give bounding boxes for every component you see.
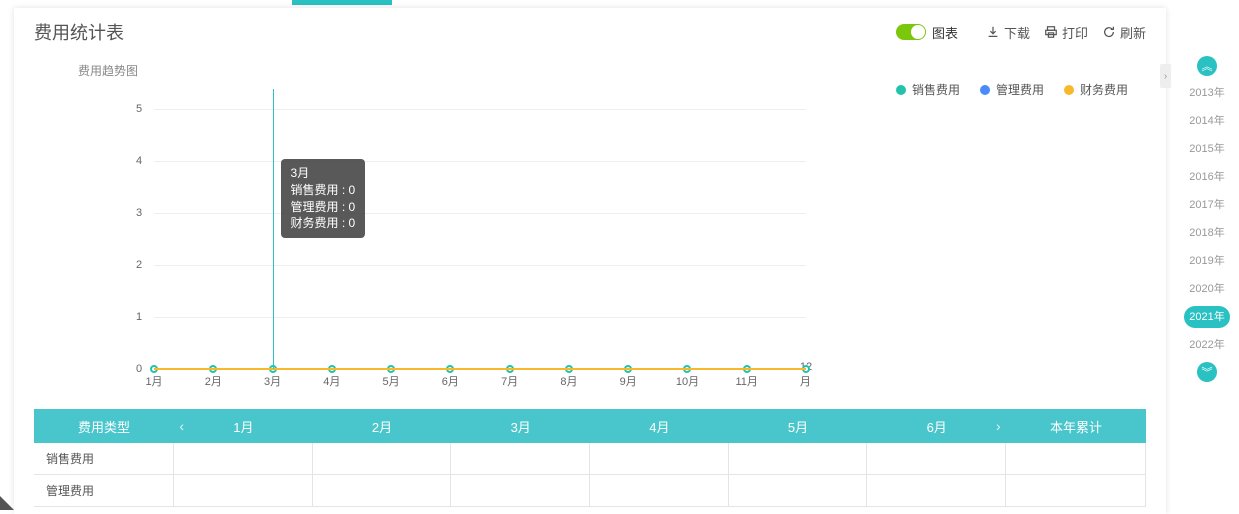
- download-icon: [986, 25, 1000, 39]
- refresh-icon: [1102, 25, 1116, 39]
- table-cell: [174, 475, 313, 506]
- table-cell: [729, 443, 868, 474]
- chart-title: 费用趋势图: [14, 56, 1166, 79]
- legend-dot-icon: [980, 85, 990, 95]
- gridline: [154, 265, 806, 266]
- table-col-total: 本年累计›: [1006, 417, 1146, 436]
- gridline: [154, 213, 806, 214]
- legend-label: 管理费用: [996, 81, 1044, 98]
- year-scroll-down-button[interactable]: ︾: [1197, 362, 1217, 382]
- page-title: 费用统计表: [34, 19, 124, 45]
- y-axis-label: 3: [136, 207, 142, 219]
- table-cell: [867, 475, 1006, 506]
- row-total: [1006, 475, 1146, 506]
- gridline: [154, 317, 806, 318]
- year-scroll-up-button[interactable]: ︽: [1197, 56, 1217, 76]
- year-button[interactable]: 2016年: [1184, 166, 1230, 188]
- y-axis-label: 4: [136, 155, 142, 167]
- table-header-row: 费用类型‹1月2月3月4月5月6月本年累计›: [34, 409, 1146, 443]
- panel-header: 费用统计表 图表 下载 打印 刷新: [14, 8, 1166, 56]
- chart-tooltip: 3月销售费用 : 0管理费用 : 0财务费用 : 0: [281, 159, 366, 238]
- year-button[interactable]: 2021年: [1184, 306, 1230, 328]
- chart-toggle-wrap: 图表: [896, 23, 958, 42]
- print-button[interactable]: 打印: [1044, 23, 1088, 42]
- table-body: 销售费用管理费用: [34, 443, 1146, 507]
- table-col-month: 6月: [867, 417, 1006, 436]
- table-cell: [590, 443, 729, 474]
- sidebar-collapse-button[interactable]: ›: [1160, 64, 1171, 88]
- x-axis-label: 10月: [676, 373, 699, 389]
- download-label: 下载: [1004, 23, 1030, 42]
- row-total: [1006, 443, 1146, 474]
- x-axis-label: 5月: [383, 373, 400, 389]
- legend-label: 销售费用: [912, 81, 960, 98]
- gridline: [154, 161, 806, 162]
- table-col-month: 5月: [729, 417, 868, 436]
- table-next-button[interactable]: ›: [996, 418, 1001, 434]
- chart-cursor-line: [273, 89, 274, 369]
- x-axis-label: 8月: [560, 373, 577, 389]
- chart-toggle[interactable]: [896, 24, 926, 40]
- download-button[interactable]: 下载: [986, 23, 1030, 42]
- x-axis-label: 1月: [145, 373, 162, 389]
- table-cell: [313, 443, 452, 474]
- y-axis-label: 1: [136, 311, 142, 323]
- y-axis-label: 0: [136, 363, 142, 375]
- legend-item[interactable]: 管理费用: [980, 81, 1044, 98]
- year-button[interactable]: 2014年: [1184, 110, 1230, 132]
- table-col-month: 3月: [451, 417, 590, 436]
- table-row: 销售费用: [34, 443, 1146, 475]
- table-col-month: 2月: [313, 417, 452, 436]
- chart-area: 销售费用管理费用财务费用 0123451月2月3月4月5月6月7月8月9月10月…: [34, 79, 1146, 409]
- x-axis-label: 6月: [442, 373, 459, 389]
- x-axis-label: 4月: [323, 373, 340, 389]
- refresh-button[interactable]: 刷新: [1102, 23, 1146, 42]
- refresh-label: 刷新: [1120, 23, 1146, 42]
- legend-item[interactable]: 财务费用: [1064, 81, 1128, 98]
- print-icon: [1044, 25, 1058, 39]
- table-cell: [174, 443, 313, 474]
- table-cell: [729, 475, 868, 506]
- chart-plot[interactable]: 0123451月2月3月4月5月6月7月8月9月10月11月12月3月销售费用 …: [154, 109, 806, 369]
- year-button[interactable]: 2015年: [1184, 138, 1230, 160]
- legend-dot-icon: [896, 85, 906, 95]
- table-col-type: 费用类型‹: [34, 417, 174, 436]
- y-axis-label: 5: [136, 103, 142, 115]
- table-cell: [451, 475, 590, 506]
- legend-dot-icon: [1064, 85, 1074, 95]
- series-line: [154, 368, 806, 370]
- year-sidebar: ︽ 2013年 2014年 2015年 2016年 2017年 2018年 2019年 2020…: [1179, 56, 1235, 382]
- x-axis-label: 7月: [501, 373, 518, 389]
- year-button[interactable]: 2017年: [1184, 194, 1230, 216]
- table-cell: [313, 475, 452, 506]
- x-axis-label: 2月: [205, 373, 222, 389]
- row-label: 管理费用: [34, 475, 174, 506]
- row-label: 销售费用: [34, 443, 174, 474]
- x-axis-label: 9月: [620, 373, 637, 389]
- table-cell: [867, 443, 1006, 474]
- year-button[interactable]: 2020年: [1184, 278, 1230, 300]
- year-button[interactable]: 2013年: [1184, 82, 1230, 104]
- table-col-month: 4月: [590, 417, 729, 436]
- corner-resize-icon: [0, 496, 14, 510]
- gridline: [154, 109, 806, 110]
- year-button[interactable]: 2019年: [1184, 250, 1230, 272]
- main-panel: 费用统计表 图表 下载 打印 刷新 费用趋势图 销售费用管理费用财务费用 012…: [14, 8, 1166, 514]
- table-cell: [590, 475, 729, 506]
- chart-toggle-label: 图表: [932, 23, 958, 42]
- year-button[interactable]: 2018年: [1184, 222, 1230, 244]
- print-label: 打印: [1062, 23, 1088, 42]
- table-cell: [451, 443, 590, 474]
- x-axis-label: 3月: [264, 373, 281, 389]
- legend-label: 财务费用: [1080, 81, 1128, 98]
- table: 费用类型‹1月2月3月4月5月6月本年累计› 销售费用管理费用: [34, 409, 1146, 507]
- x-axis-label: 11月: [736, 373, 758, 389]
- legend-item[interactable]: 销售费用: [896, 81, 960, 98]
- table-row: 管理费用: [34, 475, 1146, 507]
- chart-legend: 销售费用 管理费用 财务费用: [896, 81, 1128, 98]
- table-col-month: 1月: [174, 417, 313, 436]
- y-axis-label: 2: [136, 259, 142, 271]
- active-tab-indicator: [292, 0, 392, 5]
- year-button[interactable]: 2022年: [1184, 334, 1230, 356]
